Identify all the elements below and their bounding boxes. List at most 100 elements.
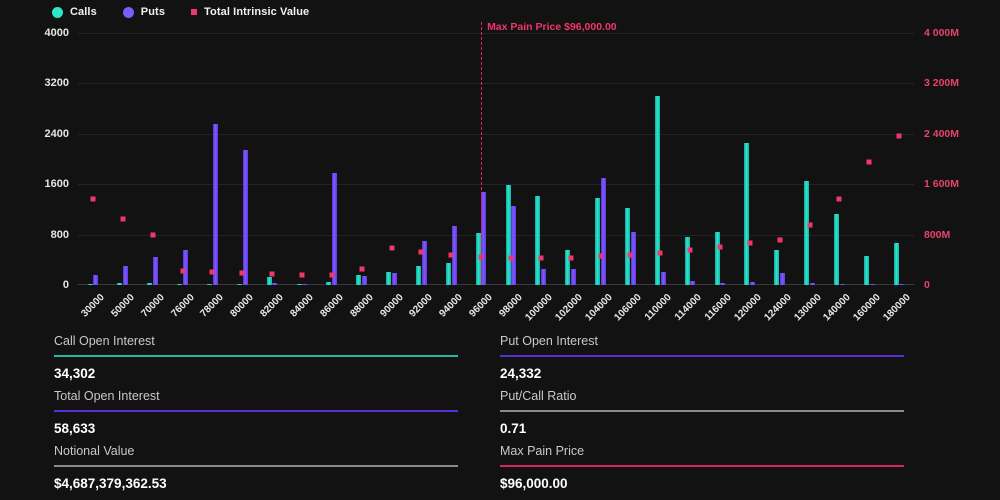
bar-puts[interactable] <box>869 284 875 285</box>
stats-column-right: Put Open Interest 24,332 Put/Call Ratio 0.7… <box>500 326 946 500</box>
stat-notional-value: Notional Value $4,687,379,362.53 <box>54 436 500 491</box>
bar-calls[interactable] <box>236 284 242 285</box>
intrinsic-value-point[interactable] <box>896 133 902 139</box>
bar-puts[interactable] <box>332 172 338 285</box>
bar-puts[interactable] <box>630 232 636 285</box>
bar-calls[interactable] <box>147 282 153 285</box>
bar-calls[interactable] <box>505 184 511 285</box>
bar-puts[interactable] <box>571 268 577 285</box>
bar-calls[interactable] <box>833 213 839 285</box>
bar-puts[interactable] <box>481 191 487 285</box>
bar-calls[interactable] <box>326 282 332 285</box>
bar-calls[interactable] <box>624 207 630 285</box>
bar-puts[interactable] <box>690 281 696 285</box>
bar-puts[interactable] <box>600 177 606 285</box>
intrinsic-value-point[interactable] <box>120 216 126 222</box>
intrinsic-value-point[interactable] <box>717 244 723 250</box>
bar-puts[interactable] <box>720 283 726 285</box>
intrinsic-value-point[interactable] <box>777 237 783 243</box>
intrinsic-value-point[interactable] <box>180 268 185 274</box>
intrinsic-value-point[interactable] <box>687 247 693 253</box>
bar-puts[interactable] <box>899 284 905 285</box>
legend-item-puts[interactable]: Puts <box>122 6 166 18</box>
x-axis-tick: 78000 <box>198 292 227 320</box>
bar-puts[interactable] <box>123 266 129 285</box>
intrinsic-value-point[interactable] <box>239 270 245 276</box>
intrinsic-value-point[interactable] <box>508 255 514 261</box>
intrinsic-value-point[interactable] <box>418 249 424 255</box>
bar-puts[interactable] <box>302 283 308 285</box>
stat-label: Put Open Interest <box>500 334 598 348</box>
intrinsic-value-point[interactable] <box>627 252 633 258</box>
bar-calls[interactable] <box>714 232 720 285</box>
bar-calls[interactable] <box>565 249 571 285</box>
intrinsic-value-point[interactable] <box>657 250 663 256</box>
legend-label: Puts <box>140 6 166 18</box>
bar-puts[interactable] <box>839 283 845 285</box>
intrinsic-value-point[interactable] <box>448 252 454 258</box>
bar-puts[interactable] <box>272 283 278 285</box>
bar-calls[interactable] <box>415 266 421 285</box>
bar-calls[interactable] <box>863 256 869 285</box>
stat-label: Call Open Interest <box>54 334 155 348</box>
x-axis-tick: 116000 <box>702 292 734 323</box>
intrinsic-value-point[interactable] <box>866 159 872 164</box>
bar-puts[interactable] <box>362 275 368 285</box>
gridline <box>78 234 914 236</box>
intrinsic-value-point[interactable] <box>90 196 96 202</box>
bar-calls[interactable] <box>654 96 660 285</box>
bar-calls[interactable] <box>744 143 750 285</box>
intrinsic-value-point[interactable] <box>807 222 812 227</box>
bar-calls[interactable] <box>117 283 123 285</box>
intrinsic-value-point[interactable] <box>209 269 215 275</box>
bar-puts[interactable] <box>153 257 159 285</box>
bar-puts[interactable] <box>391 273 397 285</box>
legend-dot-icon <box>52 6 63 18</box>
x-axis-tick: 84000 <box>288 292 316 320</box>
bar-calls[interactable] <box>595 198 601 285</box>
stat-value: 0.71 <box>500 421 527 436</box>
x-axis-tick: 70000 <box>138 292 167 320</box>
bar-puts[interactable] <box>421 240 427 285</box>
intrinsic-value-point[interactable] <box>359 266 365 272</box>
intrinsic-value-point[interactable] <box>836 196 842 202</box>
bar-calls[interactable] <box>296 284 302 285</box>
bar-calls[interactable] <box>684 236 690 285</box>
legend-item-calls[interactable]: Calls <box>52 6 97 18</box>
bar-puts[interactable] <box>809 282 815 285</box>
intrinsic-value-point[interactable] <box>389 245 394 251</box>
intrinsic-value-point[interactable] <box>329 272 335 278</box>
bar-puts[interactable] <box>93 274 99 285</box>
bar-puts[interactable] <box>451 226 457 285</box>
intrinsic-value-point[interactable] <box>568 255 574 261</box>
intrinsic-value-point[interactable] <box>538 255 544 261</box>
bar-calls[interactable] <box>893 243 899 285</box>
bar-puts[interactable] <box>750 282 756 285</box>
bar-calls[interactable] <box>774 249 780 285</box>
bar-calls[interactable] <box>804 181 810 285</box>
bar-puts[interactable] <box>511 206 517 285</box>
bar-puts[interactable] <box>182 250 188 285</box>
bar-calls[interactable] <box>206 284 212 285</box>
bar-calls[interactable] <box>445 262 451 285</box>
bar-puts[interactable] <box>660 271 666 285</box>
y-axis-left-tick: 4000 <box>44 27 69 39</box>
bar-calls[interactable] <box>266 277 272 285</box>
intrinsic-value-point[interactable] <box>150 232 156 238</box>
bar-puts[interactable] <box>780 273 786 285</box>
intrinsic-value-point[interactable] <box>269 271 275 277</box>
bar-puts[interactable] <box>242 149 248 285</box>
bar-calls[interactable] <box>177 284 183 285</box>
bar-calls[interactable] <box>535 195 541 285</box>
bar-calls[interactable] <box>87 284 93 285</box>
bar-puts[interactable] <box>541 268 547 285</box>
intrinsic-value-point[interactable] <box>747 240 753 246</box>
bar-calls[interactable] <box>475 233 481 285</box>
legend-item-total-intrinsic-value[interactable]: Total Intrinsic Value <box>191 6 309 18</box>
stat-value: 24,332 <box>500 366 542 381</box>
intrinsic-value-point[interactable] <box>299 272 305 278</box>
bar-calls[interactable] <box>386 272 392 285</box>
bar-puts[interactable] <box>212 124 218 285</box>
intrinsic-value-point[interactable] <box>598 253 603 259</box>
bar-calls[interactable] <box>356 274 362 285</box>
